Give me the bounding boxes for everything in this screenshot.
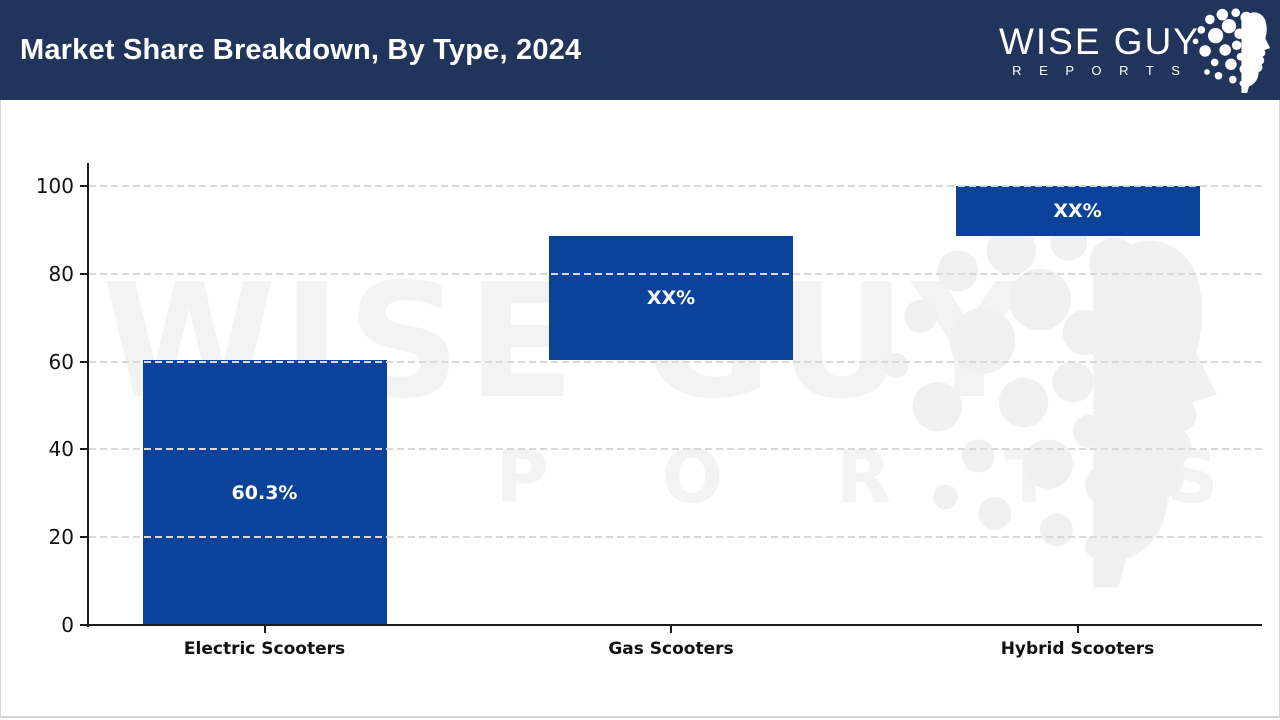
- x-tick: [1076, 626, 1079, 633]
- y-tick-label: 40: [48, 437, 74, 462]
- x-category-label: Electric Scooters: [183, 639, 346, 659]
- gridline: [89, 536, 1262, 539]
- y-axis-line: [87, 163, 89, 627]
- gridline: [89, 272, 1262, 275]
- frame-border-bottom: [0, 716, 1280, 718]
- bar: [955, 186, 1200, 237]
- page-title: Market Share Breakdown, By Type, 2024: [20, 33, 582, 66]
- logo-text: WISE GUY R E P O R T S: [998, 20, 1200, 78]
- gridline: [89, 185, 1262, 187]
- header-bar: Market Share Breakdown, By Type, 2024 WI…: [0, 0, 1280, 100]
- logo-head-icon: [1192, 8, 1271, 93]
- gridline: [89, 448, 1262, 451]
- x-tick: [263, 626, 266, 633]
- y-tick-label: 0: [61, 613, 74, 637]
- y-tick: [80, 360, 87, 363]
- y-tick: [80, 272, 87, 275]
- x-category-label: Hybrid Scooters: [1000, 639, 1155, 659]
- y-tick-label: 80: [48, 261, 74, 286]
- x-axis-line: [87, 624, 1262, 626]
- y-tick-label: 20: [48, 525, 74, 550]
- y-tick-label: 60: [48, 349, 74, 374]
- watermark-head-icon: [883, 223, 1217, 588]
- bar-value-label: XX%: [646, 287, 696, 310]
- bar: [142, 360, 387, 625]
- x-category-label: Gas Scooters: [608, 639, 734, 659]
- y-tick: [80, 536, 87, 539]
- gridline: [89, 360, 1262, 363]
- y-tick: [80, 448, 87, 451]
- logo-line1: WISE GUY: [998, 20, 1200, 62]
- logo-line2: R E P O R T S: [1012, 62, 1187, 78]
- x-tick: [670, 626, 672, 633]
- bar-value-label: XX%: [1053, 200, 1102, 223]
- y-tick: [80, 185, 87, 187]
- frame-border-left: [0, 100, 1, 718]
- y-tick: [80, 624, 87, 626]
- bar: [549, 236, 793, 361]
- y-tick-label: 100: [35, 174, 74, 198]
- bar-value-label: 60.3%: [231, 481, 298, 504]
- wiseguy-logo: WISE GUY R E P O R T S: [999, 6, 1272, 94]
